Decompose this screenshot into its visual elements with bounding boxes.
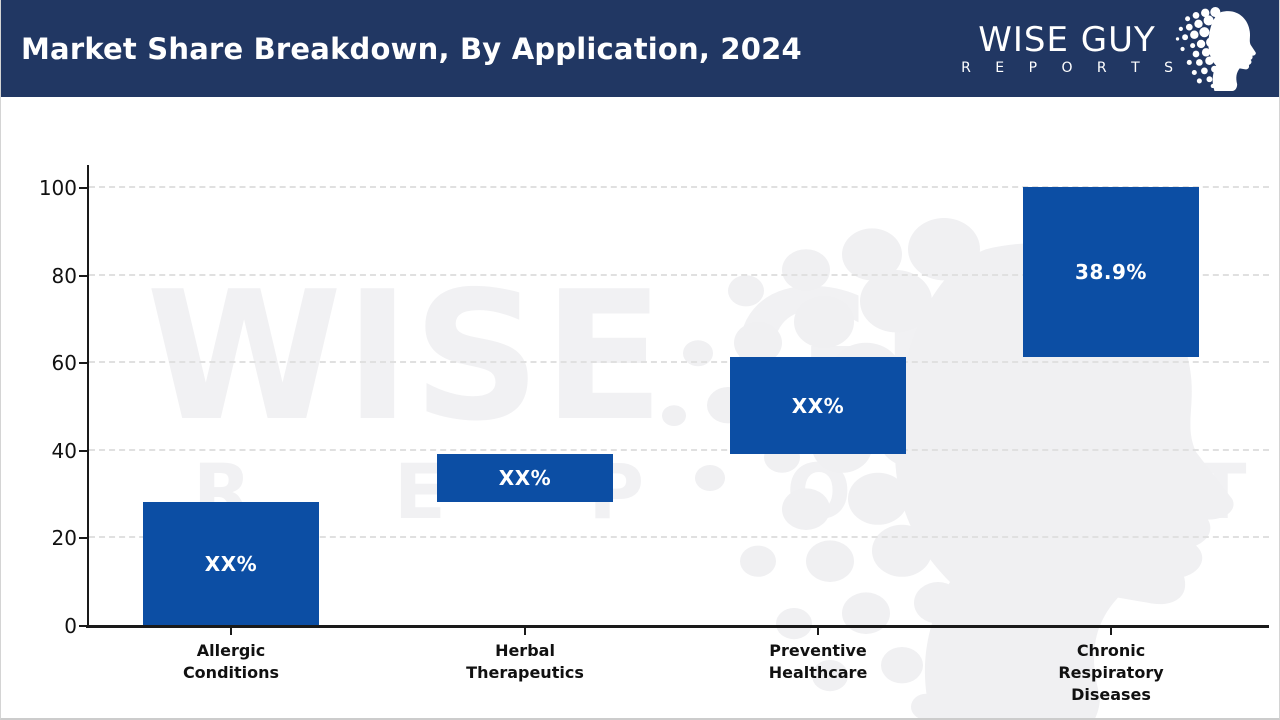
bar-preventive-healthcare: XX% <box>730 357 906 455</box>
bar-value-label: 38.9% <box>1075 260 1147 285</box>
y-tick-label-20: 20 <box>51 526 77 551</box>
gridline-100 <box>89 186 1269 188</box>
logo-reports-text: R E P O R T S <box>961 59 1183 76</box>
y-tick-40 <box>79 449 88 452</box>
bar-value-label: XX% <box>204 551 258 576</box>
y-tick-20 <box>79 537 88 540</box>
gridline-60 <box>89 361 1269 364</box>
x-tick-3 <box>1110 628 1112 635</box>
y-tick-label-80: 80 <box>51 263 77 288</box>
y-tick-0 <box>79 625 88 627</box>
x-tick-1 <box>524 628 526 635</box>
y-tick-label-0: 0 <box>64 614 77 638</box>
gridline-40 <box>89 448 1269 451</box>
page-title: Market Share Breakdown, By Application, … <box>21 31 802 66</box>
logo-wordmark: WISE GUY R E P O R T S <box>951 22 1183 76</box>
bar-chart: 0 20 40 60 80 100 XX% Allergic Conditions XX% Her… <box>1 97 1279 718</box>
x-axis-label: Preventive Healthcare <box>768 641 868 682</box>
bar-value-label: XX% <box>791 393 845 418</box>
y-tick-60 <box>79 362 88 365</box>
x-tick-0 <box>230 628 232 635</box>
y-tick-80 <box>79 274 88 277</box>
bar-herbal-therapeutics: XX% <box>437 454 613 503</box>
y-tick-100 <box>79 187 88 189</box>
x-axis-line <box>86 625 1269 628</box>
x-axis-label: Herbal Therapeutics <box>466 641 584 682</box>
bar-chronic-respiratory-diseases: 38.9% <box>1023 187 1199 358</box>
gridline-20 <box>89 536 1269 539</box>
bar-allergic-conditions: XX% <box>143 502 319 625</box>
y-tick-label-60: 60 <box>51 351 77 376</box>
x-tick-2 <box>817 628 819 635</box>
gridline-80 <box>89 273 1269 276</box>
y-tick-label-40: 40 <box>51 438 77 463</box>
logo-name-text: WISE GUY <box>978 19 1156 60</box>
bar-value-label: XX% <box>498 466 552 491</box>
x-axis-label: Chronic Respiratory Diseases <box>1058 641 1164 704</box>
y-tick-label-100: 100 <box>38 176 77 200</box>
y-axis-line <box>87 165 89 627</box>
header-bar: Market Share Breakdown, By Application, … <box>1 0 1279 97</box>
x-axis-label: Allergic Conditions <box>182 641 280 682</box>
wise-guy-logo: WISE GUY R E P O R T S <box>951 0 1267 97</box>
